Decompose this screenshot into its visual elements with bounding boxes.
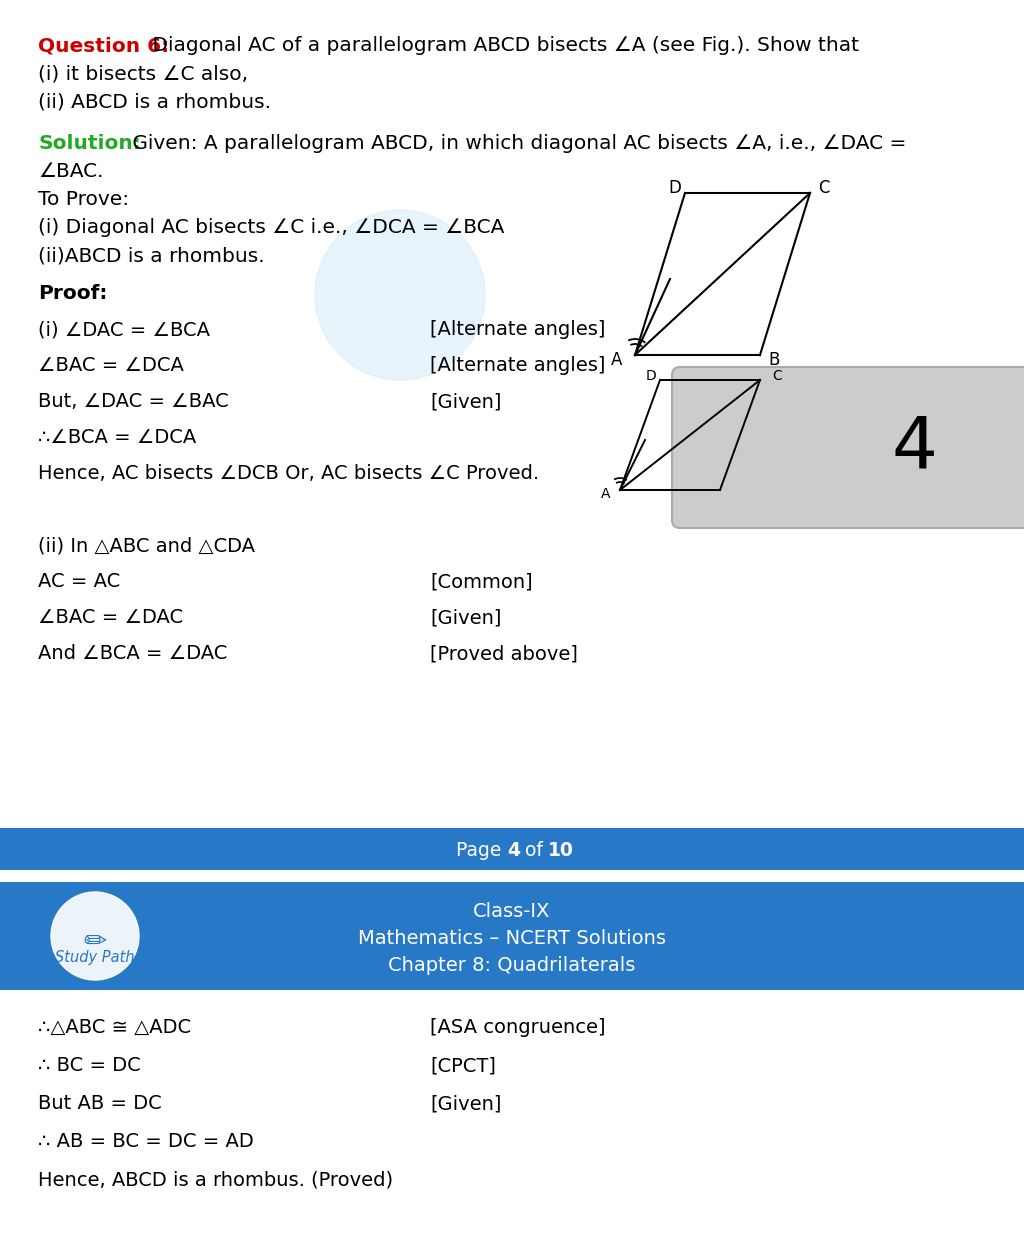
Bar	[0, 828, 1024, 870]
Text: And ∠BCA = ∠DAC: And ∠BCA = ∠DAC	[38, 644, 227, 663]
Text: A: A	[601, 487, 610, 501]
Text: A: A	[611, 351, 623, 368]
Text: ∴ BC = DC: ∴ BC = DC	[38, 1056, 140, 1075]
Circle shape	[51, 892, 139, 980]
Text: ∠BAC = ∠DAC: ∠BAC = ∠DAC	[38, 608, 183, 626]
Text: 4: 4	[507, 841, 520, 860]
Text: ∴∠BCA = ∠DCA: ∴∠BCA = ∠DCA	[38, 429, 197, 447]
Text: But AB = DC: But AB = DC	[38, 1094, 162, 1113]
Text: Hence, AC bisects ∠DCB Or, AC bisects ∠C Proved.: Hence, AC bisects ∠DCB Or, AC bisects ∠C…	[38, 464, 539, 482]
Text: (i) it bisects ∠C also,: (i) it bisects ∠C also,	[38, 64, 248, 83]
Text: Solution:: Solution:	[38, 134, 140, 153]
Text: of: of	[519, 841, 549, 860]
Text: [ASA congruence]: [ASA congruence]	[430, 1017, 605, 1037]
Text: 4: 4	[892, 413, 938, 482]
Circle shape	[315, 211, 485, 380]
Text: [CPCT]: [CPCT]	[430, 1056, 496, 1075]
Text: [Common]: [Common]	[430, 573, 532, 591]
Text: [Given]: [Given]	[430, 392, 502, 411]
Text: Class-IX: Class-IX	[473, 902, 551, 921]
Text: [Proved above]: [Proved above]	[430, 644, 578, 663]
Text: Question 6:: Question 6:	[38, 36, 169, 55]
Text: C: C	[772, 368, 781, 383]
Text: D: D	[645, 368, 656, 383]
Text: C: C	[818, 179, 829, 197]
Text: B: B	[768, 351, 779, 368]
Text: [Alternate angles]: [Alternate angles]	[430, 356, 605, 375]
FancyBboxPatch shape	[672, 367, 1024, 528]
Text: Hence, ABCD is a rhombus. (Proved): Hence, ABCD is a rhombus. (Proved)	[38, 1170, 393, 1189]
Text: Page: Page	[456, 841, 507, 860]
Text: ✏: ✏	[83, 928, 106, 956]
Text: Proof:: Proof:	[38, 284, 108, 303]
Text: (i) Diagonal AC bisects ∠C i.e., ∠DCA = ∠BCA: (i) Diagonal AC bisects ∠C i.e., ∠DCA = …	[38, 218, 505, 237]
Text: Given: A parallelogram ABCD, in which diagonal AC bisects ∠A, i.e., ∠DAC =: Given: A parallelogram ABCD, in which di…	[126, 134, 906, 153]
Text: 10: 10	[548, 841, 573, 860]
Text: To Prove:: To Prove:	[38, 190, 129, 209]
Text: (ii) In △ABC and △CDA: (ii) In △ABC and △CDA	[38, 536, 255, 555]
Text: ∠BAC.: ∠BAC.	[38, 162, 103, 180]
Text: ∴△ABC ≅ △ADC: ∴△ABC ≅ △ADC	[38, 1017, 191, 1037]
Text: Diagonal AC of a parallelogram ABCD bisects ∠A (see Fig.). Show that: Diagonal AC of a parallelogram ABCD bise…	[146, 36, 859, 55]
Text: D: D	[668, 179, 681, 197]
Text: [Given]: [Given]	[430, 608, 502, 626]
Text: Study Path: Study Path	[55, 950, 135, 965]
Text: [Alternate angles]: [Alternate angles]	[430, 320, 605, 340]
Text: Chapter 8: Quadrilaterals: Chapter 8: Quadrilaterals	[388, 956, 636, 975]
Text: ∴ AB = BC = DC = AD: ∴ AB = BC = DC = AD	[38, 1131, 254, 1152]
Text: ∠BAC = ∠DCA: ∠BAC = ∠DCA	[38, 356, 184, 375]
Text: [Given]: [Given]	[430, 1094, 502, 1113]
Text: Mathematics – NCERT Solutions: Mathematics – NCERT Solutions	[358, 928, 666, 949]
Bar	[0, 882, 1024, 990]
Text: (ii)ABCD is a rhombus.: (ii)ABCD is a rhombus.	[38, 246, 264, 264]
Text: (i) ∠DAC = ∠BCA: (i) ∠DAC = ∠BCA	[38, 320, 210, 340]
Text: (ii) ABCD is a rhombus.: (ii) ABCD is a rhombus.	[38, 91, 271, 112]
Text: AC = AC: AC = AC	[38, 573, 120, 591]
Text: But, ∠DAC = ∠BAC: But, ∠DAC = ∠BAC	[38, 392, 228, 411]
